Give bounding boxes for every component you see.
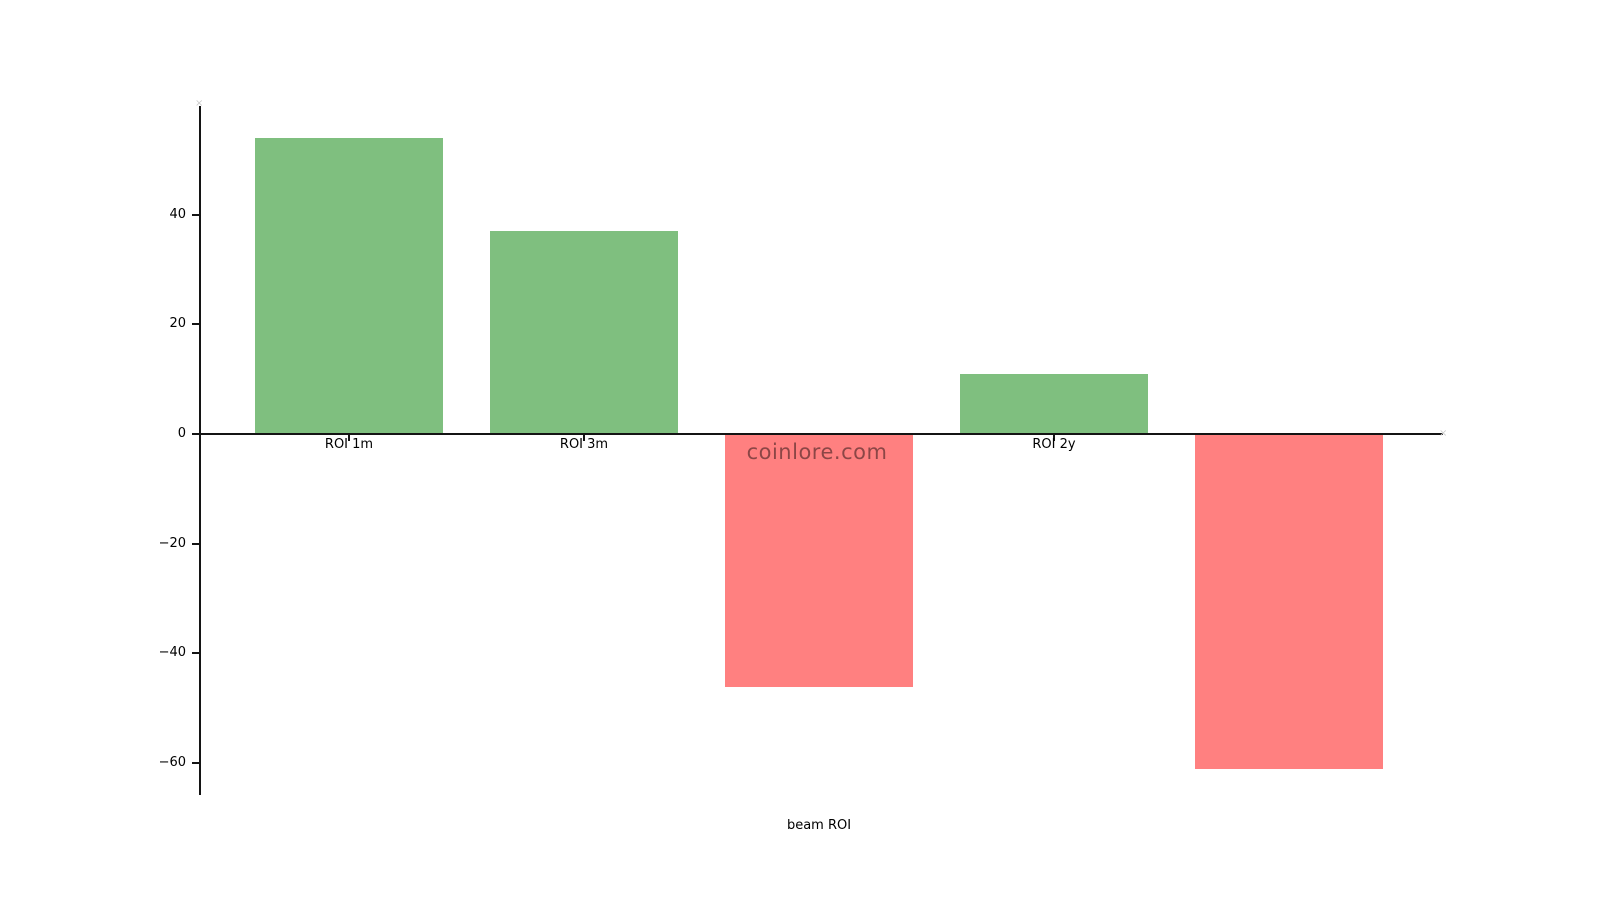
bar-negative [1195,435,1383,769]
bar-positive [960,374,1148,434]
y-tick-mark [192,214,200,216]
x-axis-title: beam ROI [786,818,852,833]
y-tick-mark [192,433,200,435]
y-tick-mark [192,543,200,545]
y-tick-mark [192,652,200,654]
x-tick-mark [1053,434,1055,441]
x-tick-label: ROI 3m [559,437,609,452]
x-tick-label: ROI 1m [324,437,374,452]
y-tick-label: −40 [158,645,186,660]
y-tick-label: −60 [158,755,186,770]
x-tick-mark [348,434,350,441]
watermark: coinlore.com [746,440,888,464]
y-tick-mark [192,762,200,764]
x-axis-line [200,433,1443,435]
y-axis-spine [199,106,201,795]
axis-end-mark: × [195,98,204,109]
y-tick-mark [192,323,200,325]
x-tick-label: ROI 2y [1032,437,1076,452]
y-tick-label: −20 [158,536,186,551]
bar-positive [490,231,678,434]
bar-negative [725,435,913,687]
y-tick-label: 40 [169,207,186,222]
bar-positive [255,138,443,434]
x-tick-mark [583,434,585,441]
y-tick-label: 20 [169,316,186,331]
y-tick-label: 0 [177,426,186,441]
axis-end-mark: × [1439,428,1448,439]
